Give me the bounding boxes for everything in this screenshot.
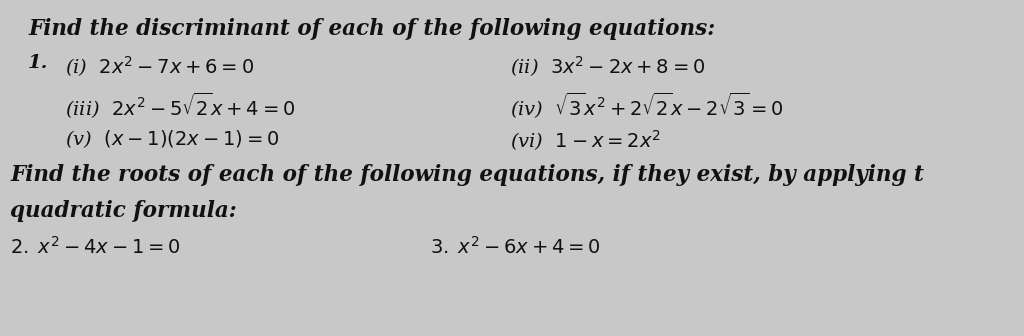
Text: (iii)  $2x^2-5\sqrt{2}x+4=0$: (iii) $2x^2-5\sqrt{2}x+4=0$ [65,91,295,121]
Text: quadratic formula:: quadratic formula: [10,200,237,222]
Text: $2.\; x^2-4x-1=0$: $2.\; x^2-4x-1=0$ [10,236,180,258]
Text: (iv)  $\sqrt{3}x^2+2\sqrt{2}x-2\sqrt{3}=0$: (iv) $\sqrt{3}x^2+2\sqrt{2}x-2\sqrt{3}=0… [510,91,784,121]
Text: Find the roots of each of the following equations, if they exist, by applying t: Find the roots of each of the following … [10,164,924,186]
Text: 1.: 1. [28,54,48,72]
Text: (v)  $(x-1)(2x-1)=0$: (v) $(x-1)(2x-1)=0$ [65,128,280,150]
Text: (vi)  $1-x=2x^2$: (vi) $1-x=2x^2$ [510,128,660,153]
Text: (i)  $2x^2-7x+6=0$: (i) $2x^2-7x+6=0$ [65,54,254,79]
Text: Find the discriminant of each of the following equations:: Find the discriminant of each of the fol… [28,18,715,40]
Text: $3.\; x^2-6x+4=0$: $3.\; x^2-6x+4=0$ [430,236,600,258]
Text: (ii)  $3x^2-2x+8=0$: (ii) $3x^2-2x+8=0$ [510,54,706,79]
